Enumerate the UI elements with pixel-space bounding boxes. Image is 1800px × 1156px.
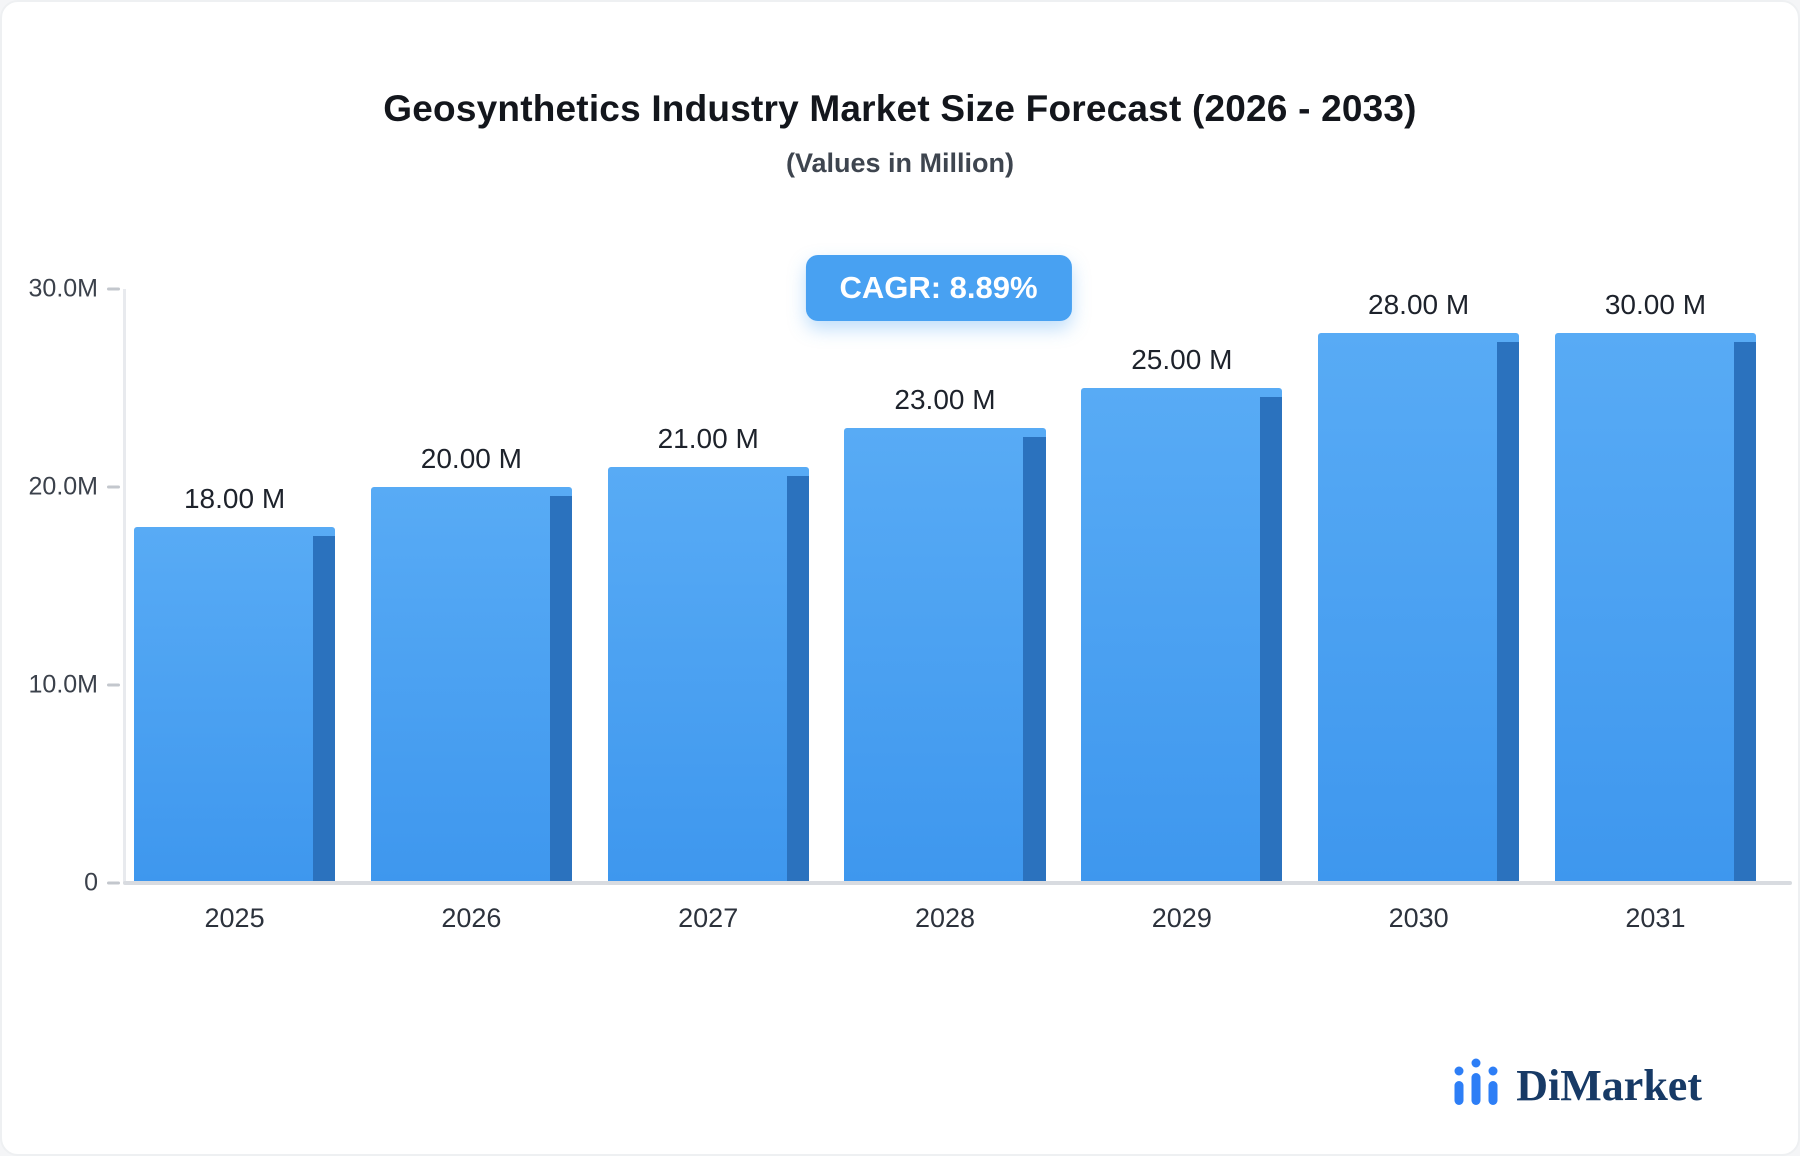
- y-tick-label: 20.0M: [28, 472, 98, 501]
- bar-side-shade: [313, 535, 336, 883]
- bar: [1081, 388, 1283, 883]
- x-axis-label: 2026: [441, 903, 502, 933]
- bar: [1318, 333, 1520, 883]
- bar-value-label: 25.00 M: [1131, 344, 1233, 375]
- x-axis-label: 2031: [1625, 903, 1686, 933]
- bar-side-shade: [1733, 342, 1756, 883]
- chart-header: Geosynthetics Industry Market Size Forec…: [2, 2, 1798, 179]
- y-tick-mark: [107, 683, 120, 687]
- bar-value-label: 20.00 M: [420, 443, 522, 474]
- plot-area: CAGR: 8.89% 18.00 M 20.00 M 21.00 M 23.00 M…: [123, 255, 1792, 885]
- y-tick-label: 10.0M: [28, 670, 98, 699]
- bar-group: 28.00 M: [1318, 289, 1520, 883]
- bar-value-label: 30.00 M: [1604, 289, 1707, 320]
- y-tick-label: 30.0M: [28, 274, 98, 303]
- bar-side-shade: [1497, 342, 1520, 883]
- bar-side-shade: [1023, 436, 1046, 883]
- bar: [1554, 333, 1756, 883]
- brand-name: DiMarket: [1516, 1061, 1702, 1110]
- x-axis-label: 2029: [1151, 903, 1212, 933]
- bar-side-shade: [549, 496, 572, 883]
- y-tick-label: 0: [84, 868, 98, 897]
- bar: [370, 487, 572, 883]
- y-axis: 30.0M 20.0M 10.0M 0: [16, 275, 120, 897]
- bar-group: 21.00 M: [607, 289, 809, 883]
- x-axis-line: [123, 881, 1792, 885]
- bar-group: 18.00 M: [134, 289, 336, 883]
- bar: [844, 427, 1046, 883]
- bar-chart-logo-icon: [1450, 1056, 1502, 1108]
- bar-side-shade: [786, 476, 809, 883]
- y-tick-mark: [107, 287, 120, 291]
- y-tick-mark: [107, 881, 120, 885]
- y-tick-mark: [107, 485, 120, 489]
- y-tick: 20.0M: [29, 473, 120, 502]
- bar-group: 30.00 M: [1554, 289, 1756, 883]
- bar-side-shade: [1260, 397, 1283, 883]
- brand-logo: DiMarket: [1450, 1056, 1702, 1108]
- bar: [134, 526, 336, 883]
- bar-value-label: 21.00 M: [657, 423, 759, 455]
- cagr-badge: CAGR: 8.89%: [805, 255, 1072, 321]
- bar-value-label: 18.00 M: [183, 482, 286, 514]
- chart-title: Geosynthetics Industry Market Size Forec…: [383, 88, 1417, 129]
- bar-group: 25.00 M: [1081, 289, 1283, 883]
- bar-group: 20.00 M: [370, 289, 572, 883]
- bar-group: 23.00 M: [844, 289, 1046, 883]
- bars-container: 18.00 M 20.00 M 21.00 M 23.00 M 25.00 M 28.00…: [134, 289, 1756, 883]
- x-axis-label: 2025: [204, 903, 265, 933]
- y-axis-line: [123, 289, 126, 883]
- x-axis-label: 2028: [914, 903, 976, 933]
- bar: [607, 467, 809, 883]
- bar-value-label: 23.00 M: [894, 383, 996, 415]
- chart-area: 30.0M 20.0M 10.0M 0 CAGR: 8.89% 18.00 M 20.0…: [2, 255, 1798, 934]
- x-axis-labels: 2025 2026 2027 2028 2029 2030 2031: [134, 903, 1756, 934]
- bar-value-label: 28.00 M: [1368, 289, 1470, 320]
- x-axis-label: 2030: [1388, 903, 1449, 933]
- chart-subtitle: (Values in Million): [785, 148, 1015, 178]
- x-axis-label: 2027: [678, 903, 739, 933]
- y-tick: 0: [84, 869, 120, 898]
- y-tick: 10.0M: [29, 671, 120, 700]
- y-tick: 30.0M: [29, 275, 120, 304]
